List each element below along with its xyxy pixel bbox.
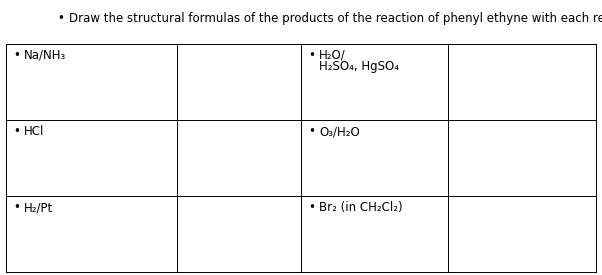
Text: O₃/H₂O: O₃/H₂O <box>319 125 360 138</box>
Text: Na/NH₃: Na/NH₃ <box>24 49 66 62</box>
Text: •: • <box>57 12 64 25</box>
Text: H₂/Pt: H₂/Pt <box>24 201 54 214</box>
Text: H₂O/: H₂O/ <box>319 49 346 62</box>
Text: H₂SO₄, HgSO₄: H₂SO₄, HgSO₄ <box>319 60 399 73</box>
Text: •: • <box>308 201 315 214</box>
Text: •: • <box>13 49 20 62</box>
Text: •: • <box>13 201 20 214</box>
Text: •: • <box>13 125 20 138</box>
Text: Br₂ (in CH₂Cl₂): Br₂ (in CH₂Cl₂) <box>319 201 403 214</box>
Text: Draw the structural formulas of the products of the reaction of phenyl ethyne wi: Draw the structural formulas of the prod… <box>69 12 602 25</box>
Text: HCl: HCl <box>24 125 45 138</box>
Text: •: • <box>308 49 315 62</box>
Text: •: • <box>308 125 315 138</box>
